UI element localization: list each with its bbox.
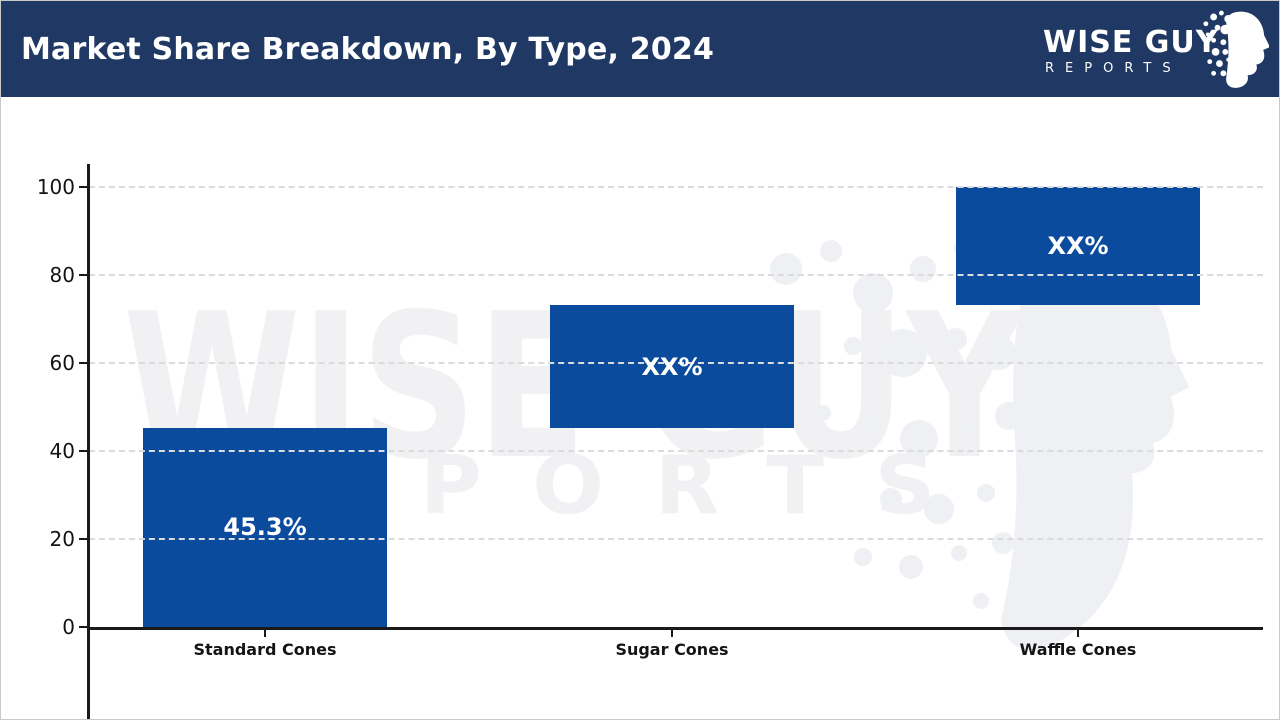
x-axis-line xyxy=(87,627,1263,630)
plot-area: WISE GUY REPORTS xyxy=(1,97,1279,719)
x-tick xyxy=(264,630,266,637)
bar-value-label: XX% xyxy=(641,352,703,381)
chart-title: Market Share Breakdown, By Type, 2024 xyxy=(21,31,715,67)
gridline xyxy=(89,538,1263,540)
y-tick-label: 20 xyxy=(49,527,75,551)
bar xyxy=(143,427,387,627)
category-label: Waffle Cones xyxy=(1019,640,1137,659)
y-tick-label: 0 xyxy=(62,615,75,639)
logo-subtext: REPORTS xyxy=(1045,61,1182,76)
y-tick-label: 40 xyxy=(49,439,75,463)
face-profile-icon xyxy=(1203,10,1269,88)
bar-value-label: 45.3% xyxy=(223,513,307,542)
category-label: Sugar Cones xyxy=(615,640,729,659)
logo-wordmark: WISE GUY xyxy=(1043,25,1219,60)
x-tick xyxy=(1077,630,1079,637)
y-tick xyxy=(79,186,87,188)
y-axis-line xyxy=(87,164,90,719)
gridline xyxy=(89,274,1263,276)
x-tick xyxy=(671,630,673,637)
y-tick-label: 80 xyxy=(49,263,75,287)
header-band: Market Share Breakdown, By Type, 2024 WI… xyxy=(1,1,1279,97)
wise-guy-reports-logo: WISE GUY REPORTS xyxy=(1037,5,1269,93)
gridline xyxy=(89,450,1263,452)
bar xyxy=(550,305,794,428)
bar-value-label: XX% xyxy=(1047,232,1109,261)
y-tick xyxy=(79,538,87,540)
category-label: Standard Cones xyxy=(193,640,337,659)
y-tick xyxy=(79,626,87,628)
y-tick-label: 60 xyxy=(49,351,75,375)
gridline xyxy=(89,362,1263,364)
y-tick xyxy=(79,450,87,452)
y-tick xyxy=(79,362,87,364)
y-tick xyxy=(79,274,87,276)
y-tick-label: 100 xyxy=(36,175,75,199)
gridline xyxy=(89,186,1263,188)
